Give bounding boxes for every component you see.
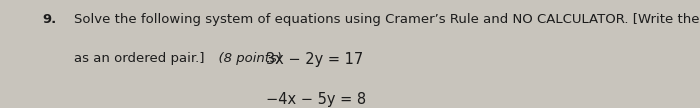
Text: as an ordered pair.]: as an ordered pair.] (74, 52, 204, 65)
Text: 3x − 2y = 17: 3x − 2y = 17 (266, 52, 363, 67)
Text: 9.: 9. (42, 13, 56, 26)
Text: (8 points): (8 points) (210, 52, 282, 65)
Text: Solve the following system of equations using Cramer’s Rule and NO CALCULATOR. [: Solve the following system of equations … (74, 13, 700, 26)
Text: −4x − 5y = 8: −4x − 5y = 8 (266, 92, 366, 107)
